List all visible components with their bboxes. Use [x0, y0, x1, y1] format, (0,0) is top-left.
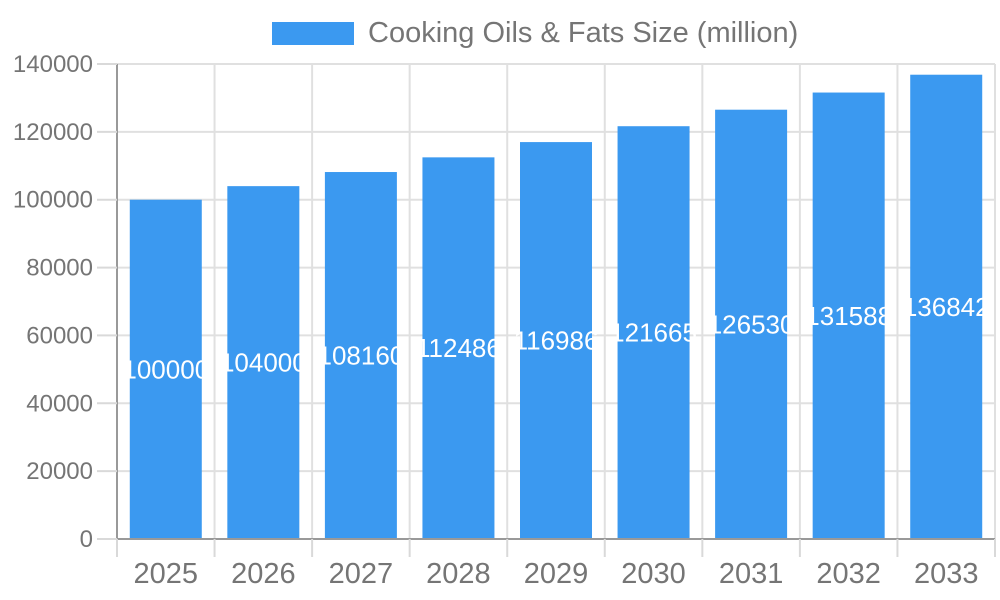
bar-value-label: 116986 — [514, 326, 599, 356]
x-axis-label: 2027 — [329, 558, 394, 590]
x-axis-label: 2026 — [231, 558, 296, 590]
legend-label: Cooking Oils & Fats Size (million) — [368, 17, 799, 49]
y-axis-tick-label: 140000 — [13, 51, 93, 78]
y-axis-tick-label: 100000 — [13, 187, 93, 214]
bar-value-label: 131588 — [805, 301, 892, 331]
bar-value-label: 121665 — [610, 318, 697, 348]
bar-2031[interactable] — [715, 109, 788, 539]
x-axis-label: 2029 — [524, 558, 589, 590]
x-axis-label: 2032 — [816, 558, 881, 590]
bar-value-label: 112486 — [416, 333, 501, 363]
x-axis-label: 2030 — [621, 558, 686, 590]
bar-value-label: 126530 — [708, 309, 795, 339]
x-axis-label: 2033 — [914, 558, 979, 590]
bar-2028[interactable] — [422, 157, 495, 539]
y-axis-tick-label: 40000 — [26, 390, 93, 417]
x-axis-label: 2031 — [719, 558, 784, 590]
bar-2026[interactable] — [227, 186, 300, 539]
x-axis-label: 2025 — [134, 558, 199, 590]
bar-2033[interactable] — [910, 74, 983, 539]
bar-2030[interactable] — [617, 126, 690, 539]
bar-value-label: 100000 — [122, 354, 209, 384]
bar-2032[interactable] — [812, 92, 885, 539]
bar-2027[interactable] — [324, 172, 397, 539]
bar-value-label: 104000 — [220, 348, 307, 378]
bar-value-label: 108160 — [318, 341, 405, 371]
legend-swatch — [272, 21, 354, 45]
y-axis-tick-label: 80000 — [26, 255, 93, 282]
y-axis-tick-label: 20000 — [26, 458, 93, 485]
y-axis-tick-label: 60000 — [26, 322, 93, 349]
y-axis-tick-label: 0 — [80, 526, 93, 553]
bar-2029[interactable] — [520, 142, 592, 539]
bar-2025[interactable] — [129, 199, 202, 539]
bar-value-label: 136842 — [903, 292, 990, 322]
legend-item[interactable]: Cooking Oils & Fats Size (million) — [272, 17, 799, 49]
y-axis-tick-label: 120000 — [13, 119, 93, 146]
x-axis-label: 2028 — [426, 558, 491, 590]
